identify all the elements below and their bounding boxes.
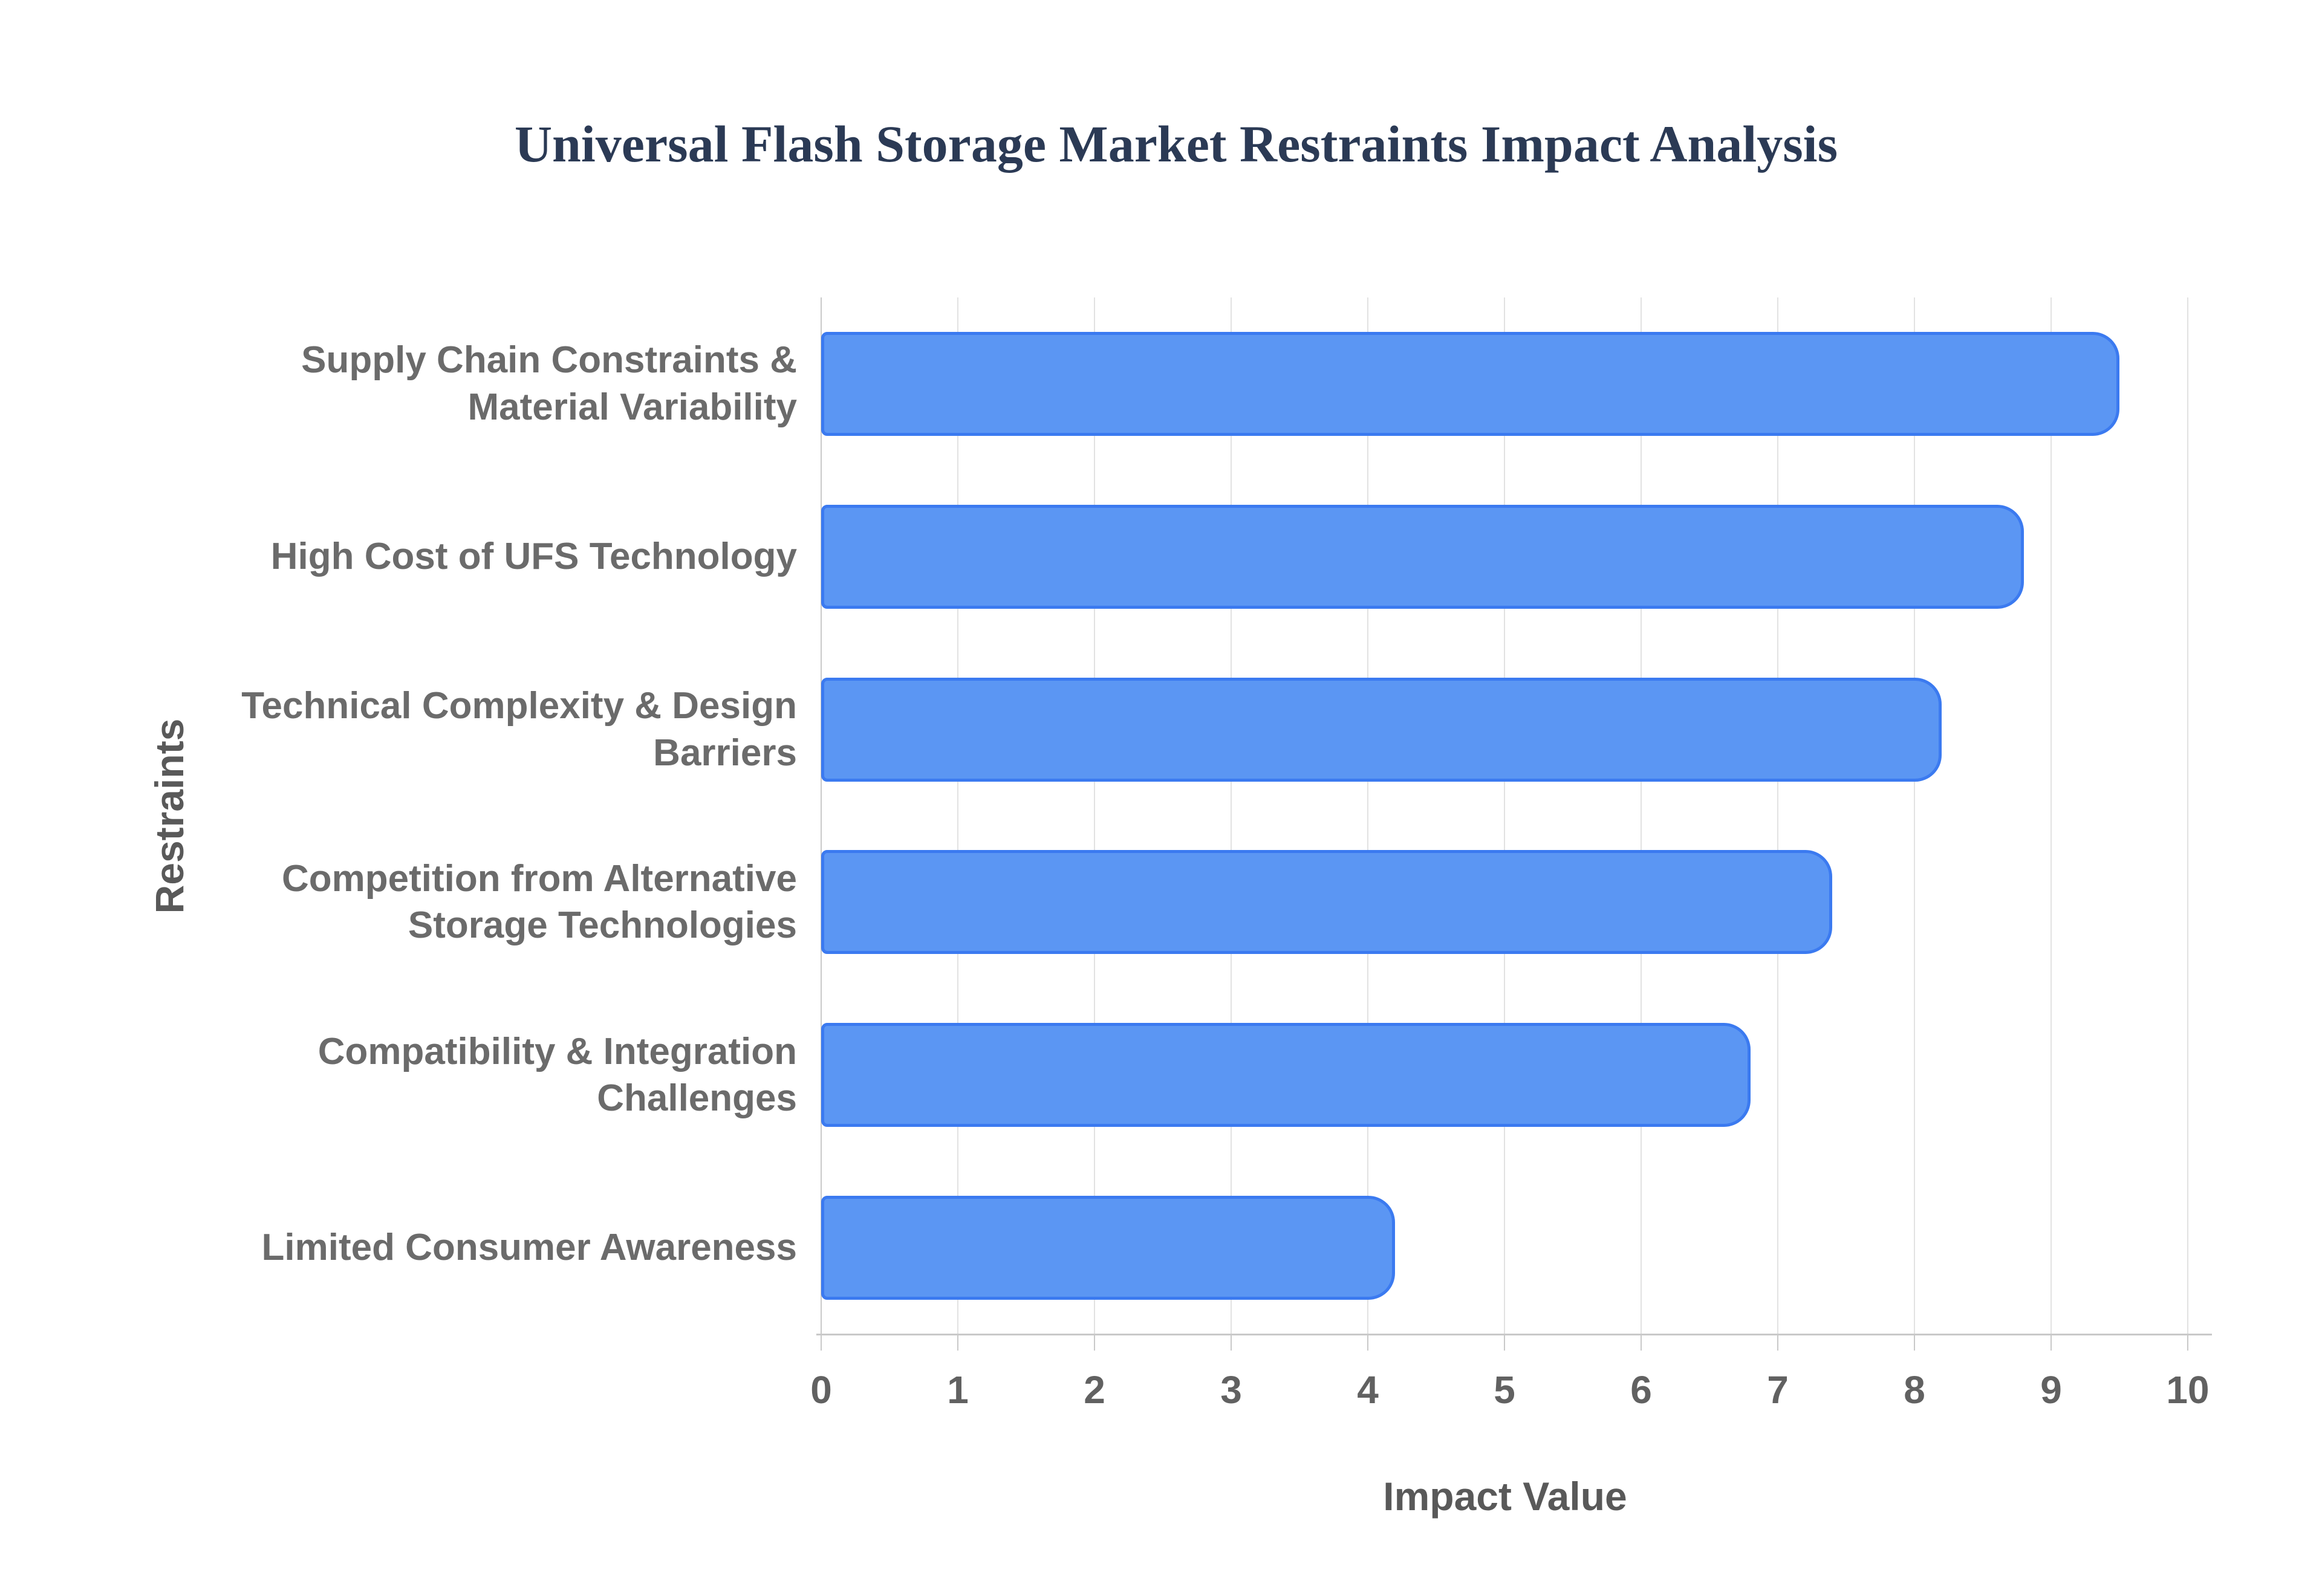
bar[interactable] — [821, 677, 1942, 782]
axis-tick — [1914, 1334, 1915, 1351]
category-label: Competition from Alternative Storage Tec… — [282, 857, 797, 947]
x-tick-label: 7 — [1767, 1368, 1789, 1412]
x-tick-label: 3 — [1220, 1368, 1242, 1412]
x-tick-label: 4 — [1357, 1368, 1379, 1412]
x-tick-label: 5 — [1494, 1368, 1515, 1412]
x-axis-title: Impact Value — [1383, 1474, 1627, 1519]
axis-tick — [1777, 1334, 1778, 1351]
gridline — [1367, 297, 1368, 1334]
gridline — [1641, 297, 1642, 1334]
gridline — [1231, 297, 1232, 1334]
axis-tick — [2050, 1334, 2052, 1351]
x-tick-label: 10 — [2166, 1368, 2210, 1412]
gridline — [1504, 297, 1505, 1334]
gridline — [821, 297, 822, 1334]
category-label: Supply Chain Constraints & Material Vari… — [301, 339, 797, 428]
bar[interactable] — [821, 1023, 1751, 1127]
bar[interactable] — [821, 1196, 1396, 1300]
gridline — [2187, 297, 2188, 1334]
bar[interactable] — [821, 850, 1833, 955]
x-tick-label: 8 — [1904, 1368, 1925, 1412]
axis-tick — [821, 1334, 822, 1351]
x-axis-line — [816, 1334, 2212, 1335]
x-tick-label: 9 — [2040, 1368, 2062, 1412]
category-label: Compatibility & Integration Challenges — [317, 1030, 797, 1120]
gridline — [1914, 297, 1915, 1334]
axis-tick — [1367, 1334, 1368, 1351]
x-tick-label: 6 — [1630, 1368, 1652, 1412]
axis-tick — [1231, 1334, 1232, 1351]
axis-tick — [957, 1334, 958, 1351]
x-tick-label: 0 — [810, 1368, 832, 1412]
x-tick-label: 1 — [947, 1368, 969, 1412]
axis-tick — [2187, 1334, 2188, 1351]
axis-tick — [1094, 1334, 1095, 1351]
gridline — [1094, 297, 1095, 1334]
axis-tick — [1641, 1334, 1642, 1351]
chart-title: Universal Flash Storage Market Restraint… — [514, 115, 1838, 173]
bar[interactable] — [821, 331, 2119, 436]
axis-tick — [1504, 1334, 1505, 1351]
category-label: Limited Consumer Awareness — [261, 1227, 798, 1269]
category-label: Technical Complexity & Design Barriers — [241, 685, 797, 774]
y-axis-title: Restraints — [147, 718, 192, 914]
x-tick-label: 2 — [1084, 1368, 1105, 1412]
gridline — [2050, 297, 2052, 1334]
bar[interactable] — [821, 504, 2024, 609]
gridline — [1777, 297, 1778, 1334]
category-label: High Cost of UFS Technology — [270, 536, 797, 577]
gridline — [957, 297, 958, 1334]
